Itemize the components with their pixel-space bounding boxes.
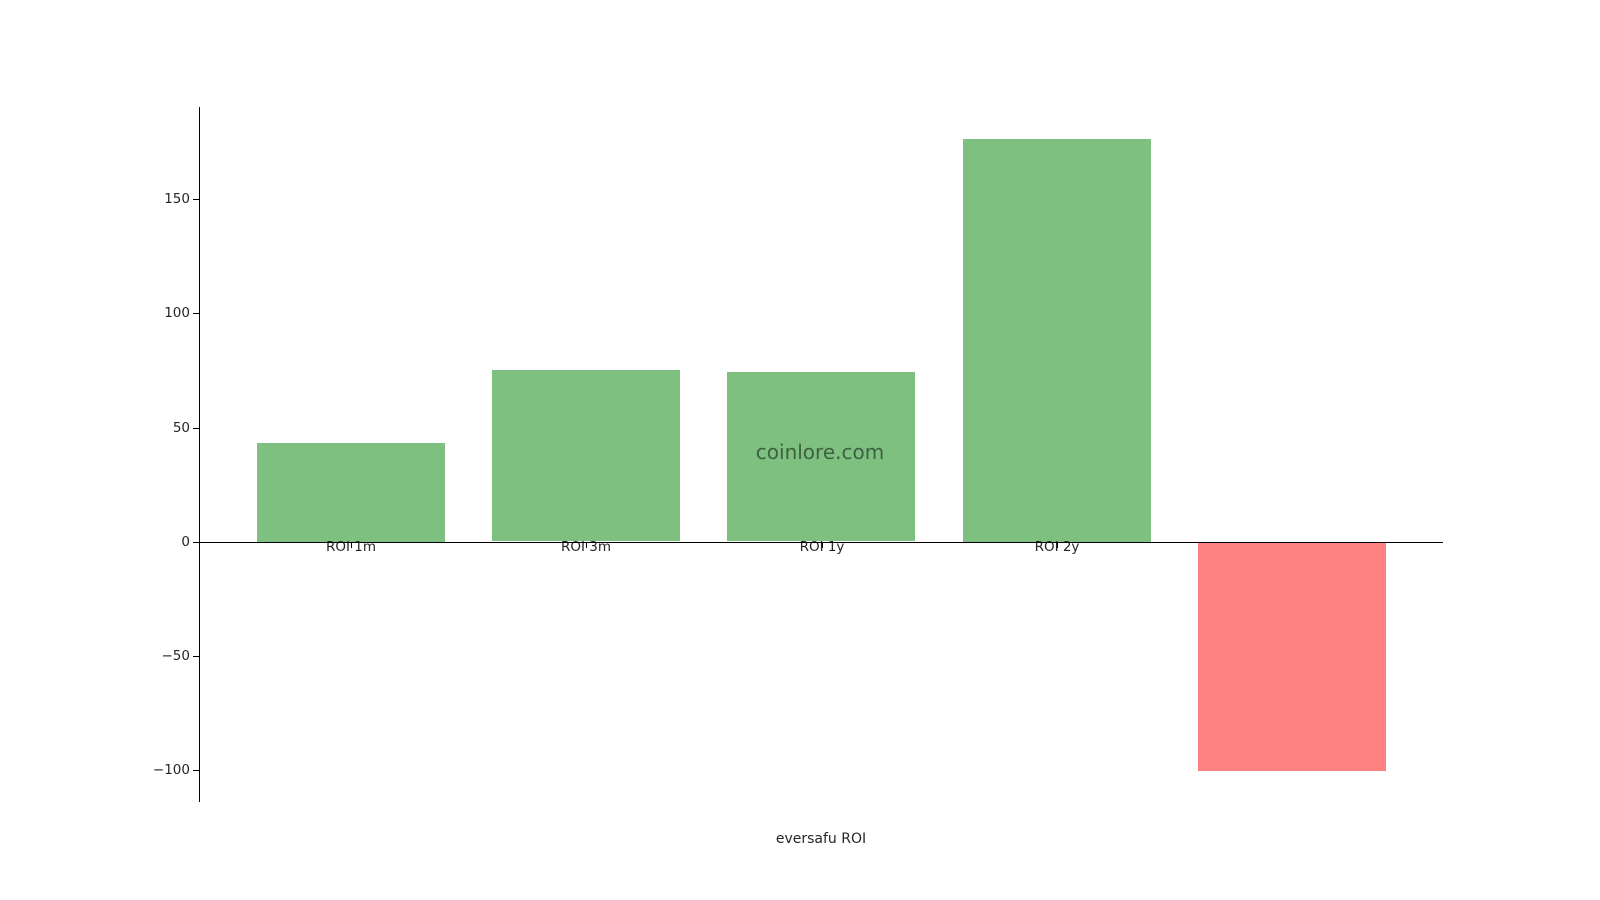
bar-3 [727, 372, 915, 541]
x-axis-title: eversafu ROI [775, 831, 867, 847]
y-tick-label: 0 [181, 534, 190, 550]
y-tick-mark [193, 428, 200, 429]
bar-4 [963, 139, 1151, 542]
y-tick-label: 100 [164, 305, 190, 321]
x-tick-mark [586, 543, 587, 548]
y-tick-mark [193, 199, 200, 200]
x-tick-mark [1057, 543, 1058, 548]
y-tick-mark [193, 770, 200, 771]
x-tick-label: ROI 2y [1034, 539, 1080, 555]
x-axis-zero-line [200, 542, 1443, 543]
bar-1 [257, 443, 445, 542]
y-tick-label: −100 [152, 762, 190, 778]
y-tick-mark [193, 542, 200, 543]
x-tick-mark [822, 543, 823, 548]
x-tick-mark [351, 543, 352, 548]
y-tick-label: 150 [164, 191, 190, 207]
y-tick-label: −50 [161, 648, 191, 664]
y-tick-mark [193, 313, 200, 314]
y-tick-label: 50 [172, 420, 190, 436]
watermark: coinlore.com [755, 440, 885, 464]
bar-5 [1198, 543, 1386, 771]
bar-2 [492, 370, 680, 541]
y-tick-mark [193, 656, 200, 657]
y-axis-spine [199, 107, 200, 802]
x-tick-label: ROI 1y [799, 539, 845, 555]
